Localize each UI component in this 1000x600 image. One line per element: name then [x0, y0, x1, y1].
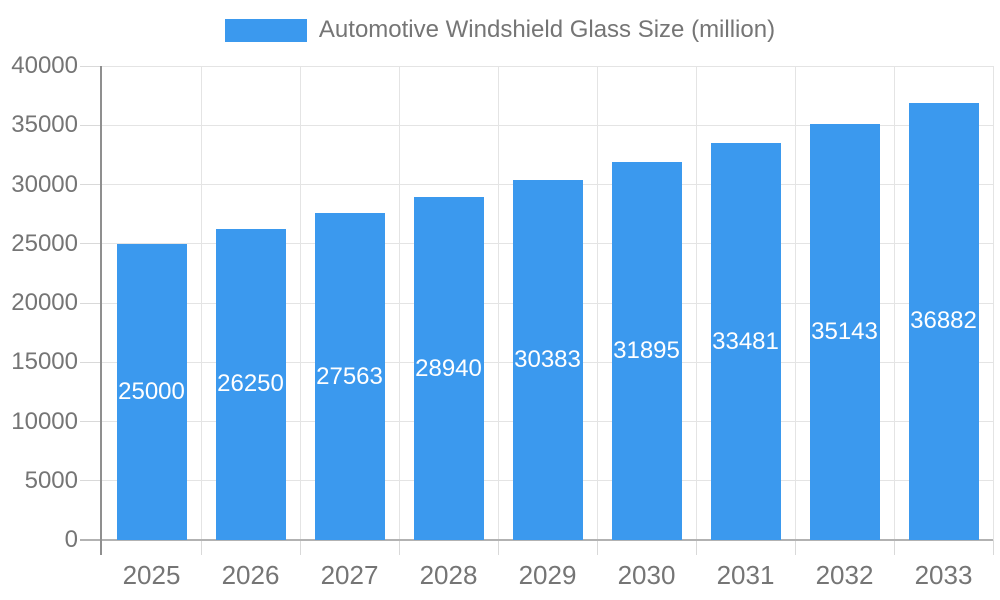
x-tick: [398, 540, 400, 555]
v-gridline: [200, 66, 202, 540]
x-axis-label: 2033: [914, 560, 973, 590]
y-axis-label: 25000: [11, 229, 78, 257]
x-tick: [200, 540, 202, 555]
y-axis-label: 40000: [11, 52, 78, 79]
x-tick: [497, 540, 499, 555]
y-axis-label: 5000: [24, 466, 78, 494]
x-tick: [596, 540, 598, 555]
legend[interactable]: Automotive Windshield Glass Size (millio…: [0, 14, 1000, 46]
bar: 27563: [314, 213, 385, 540]
v-gridline: [596, 66, 598, 540]
x-tick: [794, 540, 796, 555]
x-axis-label: 2032: [815, 560, 874, 590]
h-gridline: [102, 124, 993, 126]
y-tick: [80, 302, 100, 304]
bar-value-label: 28940: [415, 354, 482, 382]
x-axis-label: 2028: [419, 560, 478, 590]
bar: 31895: [611, 162, 682, 540]
x-axis-label: 2026: [221, 560, 280, 590]
y-axis-label: 10000: [11, 407, 78, 435]
h-gridline: [102, 65, 993, 67]
bar: 30383: [512, 179, 583, 540]
bar-value-label: 31895: [613, 337, 680, 364]
v-gridline: [299, 66, 301, 540]
y-axis-line: [100, 66, 102, 555]
x-tick: [893, 540, 895, 555]
y-tick: [80, 65, 100, 67]
y-axis-label: 0: [64, 526, 78, 553]
x-axis-label: 2025: [122, 560, 181, 590]
bar-value-label: 30383: [514, 345, 581, 373]
y-axis-label: 35000: [11, 111, 78, 139]
bar-value-label: 25000: [118, 377, 185, 405]
y-tick: [80, 480, 100, 482]
y-axis-label: 30000: [11, 170, 78, 198]
bar-value-label: 36882: [910, 307, 977, 335]
x-tick: [992, 540, 994, 555]
y-tick: [80, 184, 100, 185]
y-tick: [80, 124, 100, 126]
bar-value-label: 26250: [217, 370, 284, 398]
bar-value-label: 27563: [316, 362, 383, 390]
bar-value-label: 33481: [712, 327, 779, 355]
y-tick: [80, 243, 100, 245]
v-gridline: [992, 66, 994, 540]
x-axis-label: 2029: [518, 560, 577, 590]
legend-label: Automotive Windshield Glass Size (millio…: [318, 16, 776, 43]
bar: 25000: [116, 243, 187, 540]
x-axis-line: [80, 539, 993, 541]
v-gridline: [497, 66, 499, 540]
v-gridline: [794, 66, 796, 540]
y-tick: [80, 421, 100, 422]
v-gridline: [398, 66, 400, 540]
bar: 36882: [908, 102, 979, 540]
bar: 26250: [215, 228, 286, 540]
x-tick: [695, 540, 697, 555]
v-gridline: [695, 66, 697, 540]
x-tick: [299, 540, 301, 555]
v-gridline: [893, 66, 895, 540]
x-axis-label: 2030: [617, 560, 676, 590]
y-axis-label: 20000: [11, 289, 78, 316]
bar-value-label: 35143: [811, 317, 878, 345]
x-axis-label: 2031: [716, 560, 775, 590]
legend-swatch-icon: [224, 18, 307, 42]
y-tick: [80, 361, 100, 363]
bar: 35143: [809, 123, 880, 540]
bar: 28940: [413, 197, 484, 540]
bar: 33481: [710, 143, 781, 540]
x-axis-label: 2027: [320, 560, 379, 590]
y-axis-label: 15000: [11, 348, 78, 376]
